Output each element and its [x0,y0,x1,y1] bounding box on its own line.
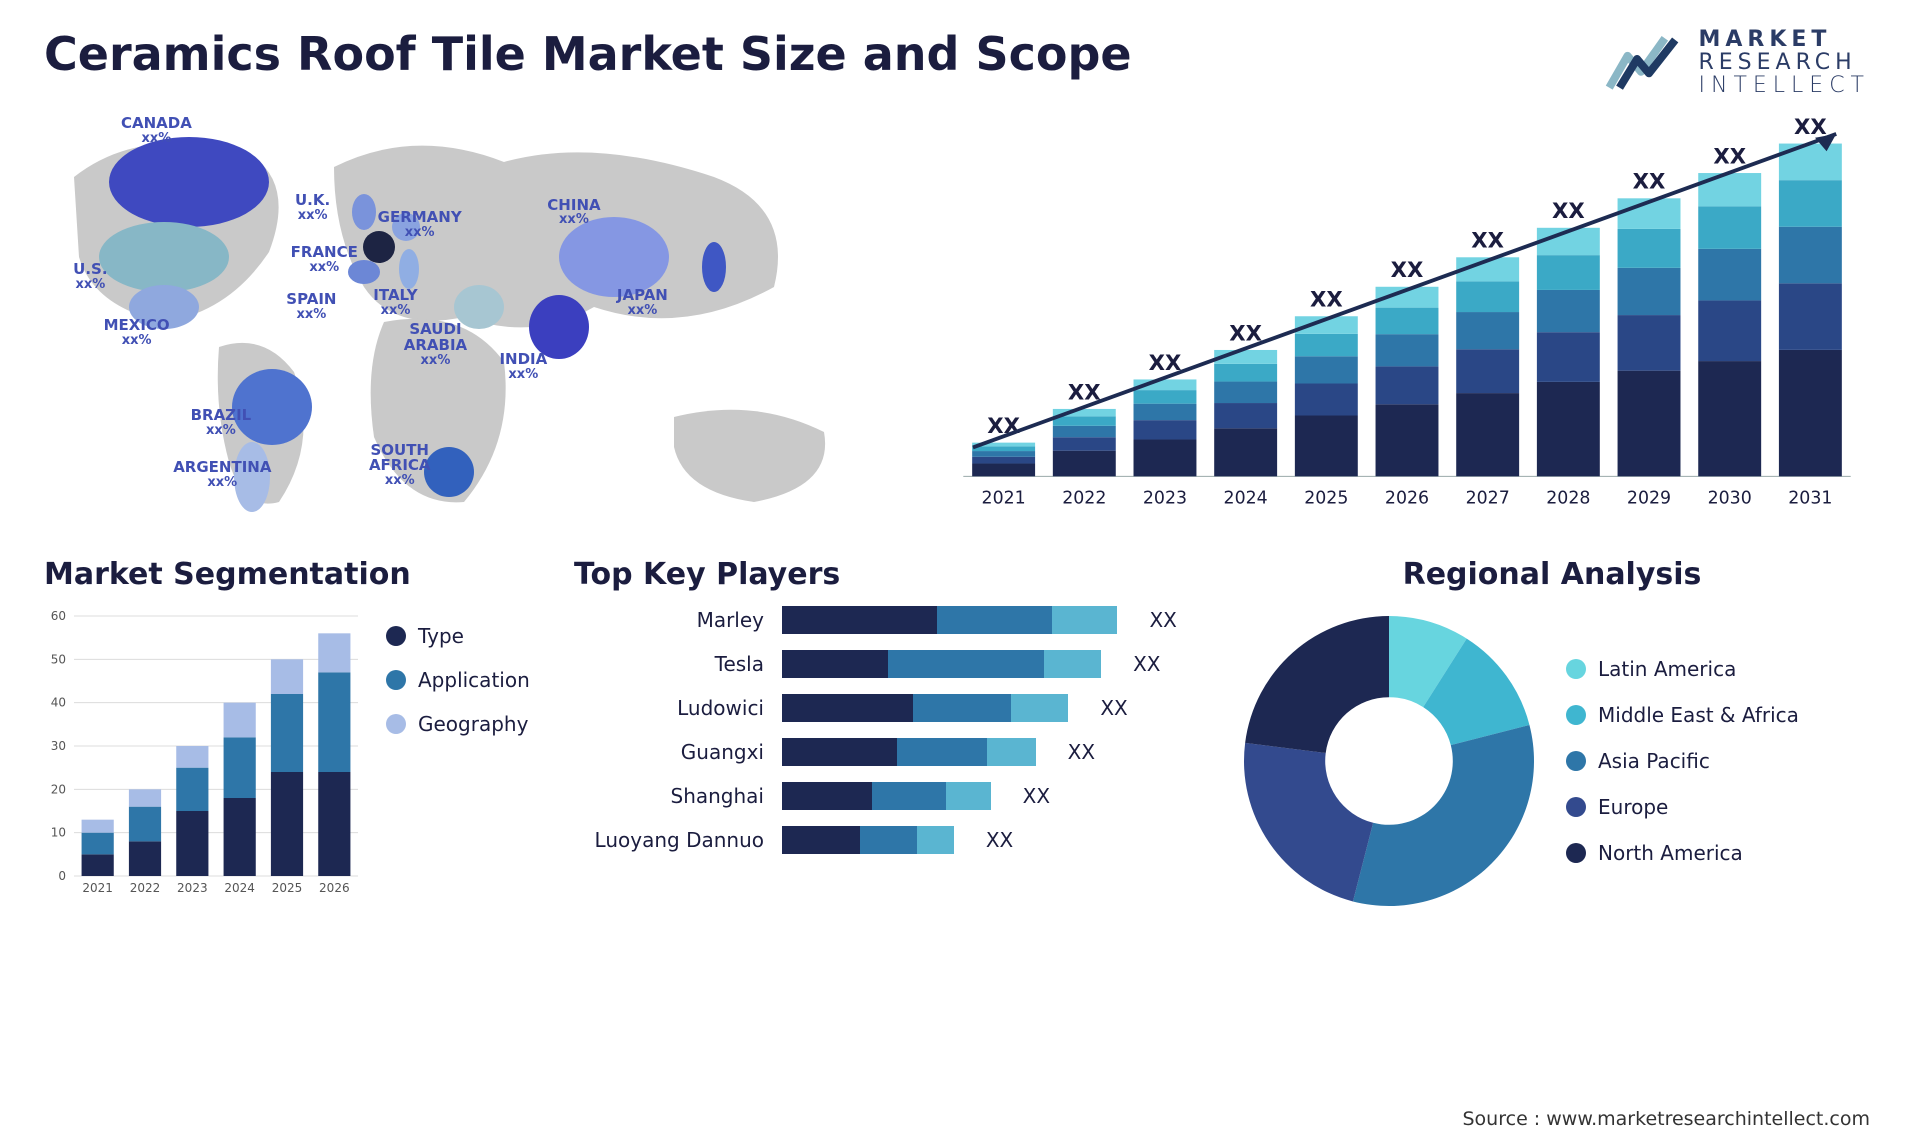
svg-text:XX: XX [1552,199,1585,224]
map-label: ARGENTINAxx% [173,460,271,489]
svg-text:2022: 2022 [130,881,161,895]
svg-text:2023: 2023 [1143,489,1187,509]
segmentation-legend: Type Application Geography [386,606,530,906]
player-row: Shanghai XX [574,782,1204,810]
player-name: Guangxi [574,740,764,764]
svg-text:2021: 2021 [82,881,113,895]
legend-item: Application [386,668,530,692]
svg-text:30: 30 [51,739,66,753]
logo-icon [1605,32,1685,94]
legend-item: Europe [1566,795,1799,819]
legend-item: Asia Pacific [1566,749,1799,773]
player-name: Luoyang Dannuo [574,828,764,852]
map-label: SPAINxx% [286,292,336,321]
svg-text:60: 60 [51,609,66,623]
logo-line2: RESEARCH [1699,51,1871,74]
map-label: U.S.xx% [73,262,107,291]
svg-text:XX: XX [1310,288,1343,313]
svg-text:50: 50 [51,653,66,667]
legend-item: Type [386,624,530,648]
player-value: XX [1023,784,1050,808]
svg-text:2031: 2031 [1788,489,1832,509]
page-title: Ceramics Roof Tile Market Size and Scope [44,28,1132,81]
player-bar [782,606,1117,634]
map-label: JAPANxx% [617,288,668,317]
map-label: INDIAxx% [499,352,547,381]
regional-title: Regional Analysis [1234,557,1870,592]
players-chart: MarleyXXTeslaXXLudowiciXXGuangxiXXShangh… [574,606,1204,854]
svg-text:2030: 2030 [1708,489,1752,509]
svg-text:2024: 2024 [1224,489,1268,509]
player-name: Ludowici [574,696,764,720]
player-bar [782,826,954,854]
svg-text:2028: 2028 [1546,489,1590,509]
map-label: MEXICOxx% [104,318,170,347]
svg-text:2026: 2026 [319,881,350,895]
player-bar [782,694,1068,722]
svg-text:10: 10 [51,826,66,840]
regional-legend: Latin America Middle East & Africa Asia Pa… [1566,657,1799,865]
svg-text:40: 40 [51,696,66,710]
legend-item: Middle East & Africa [1566,703,1799,727]
map-label: BRAZILxx% [191,408,252,437]
player-row: Ludowici XX [574,694,1204,722]
svg-text:XX: XX [1794,115,1827,140]
player-row: Tesla XX [574,650,1204,678]
player-bar [782,782,991,810]
player-bar [782,738,1036,766]
map-label: FRANCExx% [291,245,358,274]
players-title: Top Key Players [574,557,1204,592]
map-label: SOUTHAFRICAxx% [369,443,431,488]
svg-text:2029: 2029 [1627,489,1671,509]
map-label: SAUDIARABIAxx% [404,322,467,367]
player-value: XX [1133,652,1160,676]
segmentation-title: Market Segmentation [44,557,544,592]
svg-text:2023: 2023 [177,881,208,895]
map-label: CANADAxx% [121,116,192,145]
player-row: Marley XX [574,606,1204,634]
svg-text:XX: XX [1471,229,1504,254]
map-label: CHINAxx% [547,198,600,227]
svg-text:0: 0 [58,869,66,883]
player-row: Guangxi XX [574,738,1204,766]
brand-logo: MARKET RESEARCH INTELLECT [1605,28,1871,97]
svg-text:2025: 2025 [272,881,303,895]
map-label: GERMANYxx% [378,210,462,239]
player-value: XX [1100,696,1127,720]
map-label: U.K.xx% [295,193,330,222]
legend-item: Geography [386,712,530,736]
player-name: Marley [574,608,764,632]
logo-line1: MARKET [1699,28,1871,51]
player-bar [782,650,1101,678]
svg-text:2026: 2026 [1385,489,1429,509]
svg-text:2025: 2025 [1304,489,1348,509]
legend-item: Latin America [1566,657,1799,681]
legend-item: North America [1566,841,1799,865]
svg-text:2027: 2027 [1466,489,1510,509]
svg-text:XX: XX [1391,258,1424,283]
player-name: Tesla [574,652,764,676]
svg-text:2021: 2021 [982,489,1026,509]
svg-text:2022: 2022 [1062,489,1106,509]
world-map: CANADAxx% U.S.xx% MEXICOxx% BRAZILxx% ARGENT… [34,107,904,537]
regional-donut [1234,606,1544,916]
player-value: XX [986,828,1013,852]
svg-text:2024: 2024 [224,881,255,895]
segmentation-chart: 0 10 20 30 40 50 60 2021 2022 2023 2024 2025 2026 [44,606,364,906]
player-name: Shanghai [574,784,764,808]
logo-line3: INTELLECT [1699,74,1871,97]
player-value: XX [1149,608,1176,632]
source-text: Source : www.marketresearchintellect.com [1463,1108,1871,1130]
player-value: XX [1068,740,1095,764]
growth-chart: XX 2021 XX 2022 XX 2023 XX 2024 XX 2025 XX 2026 XX 20… [944,107,1870,537]
svg-text:20: 20 [51,783,66,797]
map-label: ITALYxx% [373,288,417,317]
player-row: Luoyang Dannuo XX [574,826,1204,854]
svg-text:XX: XX [1633,170,1666,195]
svg-text:XX: XX [1713,145,1746,170]
